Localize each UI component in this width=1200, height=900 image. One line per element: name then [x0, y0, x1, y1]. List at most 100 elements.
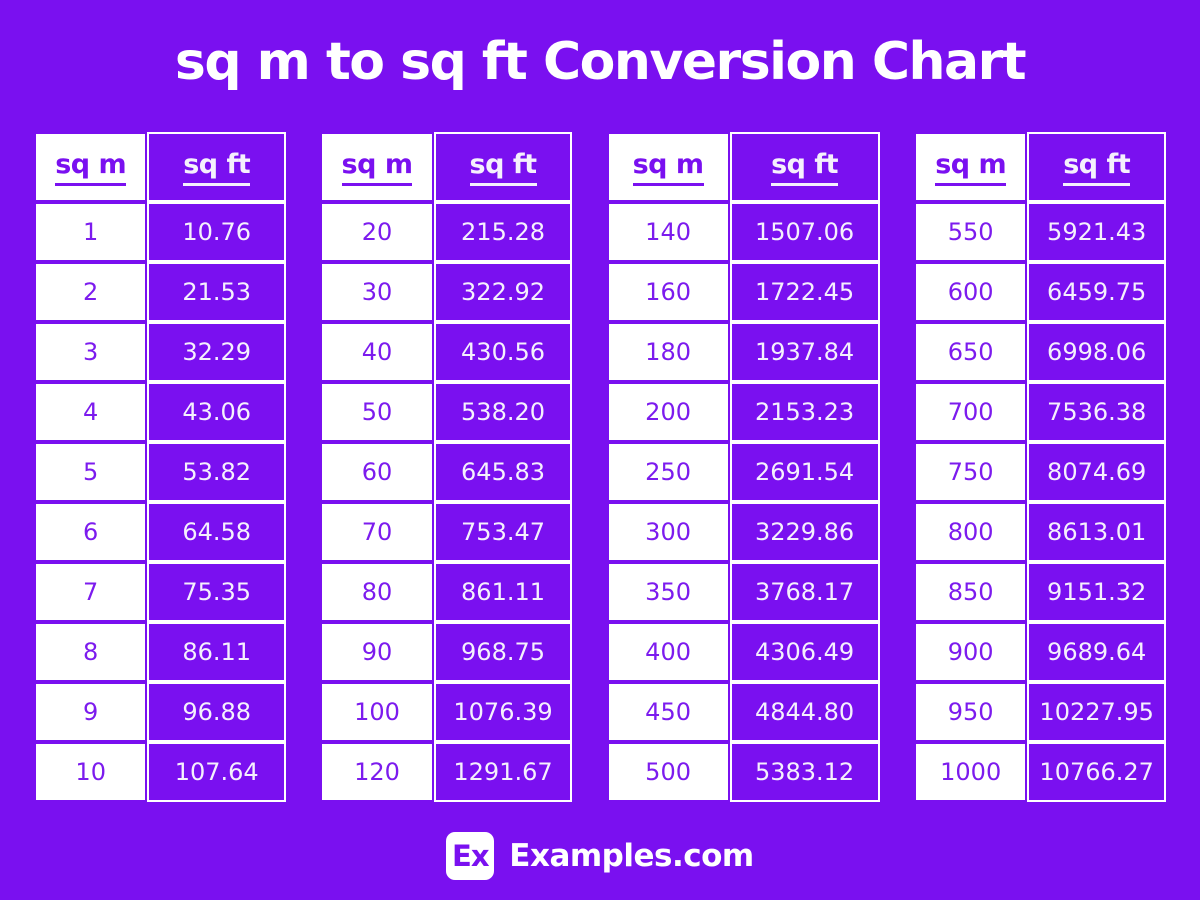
- sq-ft-value-cell: 107.64: [147, 742, 286, 802]
- sq-ft-value-cell: 5921.43: [1027, 202, 1166, 262]
- sq-m-value-cell: 650: [913, 322, 1028, 382]
- table-row: 3 32.29: [34, 322, 286, 382]
- sq-ft-value-cell: 6998.06: [1027, 322, 1166, 382]
- sq-ft-value-cell: 53.82: [147, 442, 286, 502]
- table-row: 350 3768.17: [606, 562, 880, 622]
- table-row: 1000 10766.27: [913, 742, 1166, 802]
- header-sq-m: sq m: [913, 132, 1028, 202]
- sq-m-value-cell: 100: [320, 682, 434, 742]
- table-row: 950 10227.95: [913, 682, 1166, 742]
- table-row: 40 430.56: [320, 322, 573, 382]
- header-label: sq m: [341, 149, 413, 186]
- sq-ft-value-cell: 21.53: [147, 262, 286, 322]
- sq-m-value-cell: 750: [913, 442, 1028, 502]
- sq-ft-value-cell: 4306.49: [729, 622, 880, 682]
- conversion-table-2: sq m sq ft 20 215.28 30 322.92 40 430.56 50 538.2…: [320, 132, 573, 802]
- sq-m-value-cell: 850: [913, 562, 1028, 622]
- sq-ft-value-cell: 322.92: [433, 262, 573, 322]
- table-row: 9 96.88: [34, 682, 286, 742]
- table-row: 100 1076.39: [320, 682, 573, 742]
- sq-m-value-cell: 950: [913, 682, 1028, 742]
- sq-ft-value-cell: 7536.38: [1027, 382, 1166, 442]
- sq-m-value-cell: 9: [34, 682, 148, 742]
- table-row: 850 9151.32: [913, 562, 1166, 622]
- sq-m-value-cell: 3: [34, 322, 148, 382]
- sq-ft-value-cell: 2691.54: [729, 442, 880, 502]
- sq-m-value-cell: 300: [606, 502, 730, 562]
- table-row: 60 645.83: [320, 442, 573, 502]
- table-row: 5 53.82: [34, 442, 286, 502]
- table-row: 50 538.20: [320, 382, 573, 442]
- sq-m-value-cell: 6: [34, 502, 148, 562]
- sq-m-value-cell: 60: [320, 442, 434, 502]
- sq-m-value-cell: 80: [320, 562, 434, 622]
- sq-ft-value-cell: 5383.12: [729, 742, 880, 802]
- sq-ft-value-cell: 86.11: [147, 622, 286, 682]
- header-sq-m: sq m: [34, 132, 148, 202]
- sq-ft-value-cell: 3229.86: [729, 502, 880, 562]
- sq-ft-value-cell: 753.47: [433, 502, 573, 562]
- examples-logo-icon: Ex: [446, 832, 495, 880]
- sq-m-value-cell: 1000: [913, 742, 1028, 802]
- header-label: sq ft: [469, 149, 537, 186]
- table-row: 20 215.28: [320, 202, 573, 262]
- header-label: sq ft: [183, 149, 251, 186]
- table-row: 160 1722.45: [606, 262, 880, 322]
- sq-ft-value-cell: 6459.75: [1027, 262, 1166, 322]
- table-row: 600 6459.75: [913, 262, 1166, 322]
- sq-ft-value-cell: 10766.27: [1027, 742, 1166, 802]
- header-label: sq m: [935, 149, 1007, 186]
- sq-ft-value-cell: 1291.67: [433, 742, 573, 802]
- table-row: 800 8613.01: [913, 502, 1166, 562]
- sq-ft-value-cell: 3768.17: [729, 562, 880, 622]
- table-row: 30 322.92: [320, 262, 573, 322]
- logo-text: Ex: [452, 839, 490, 873]
- table-row: 120 1291.67: [320, 742, 573, 802]
- table-row: 70 753.47: [320, 502, 573, 562]
- table-row: 90 968.75: [320, 622, 573, 682]
- sq-m-value-cell: 180: [606, 322, 730, 382]
- table-row: 200 2153.23: [606, 382, 880, 442]
- sq-m-value-cell: 550: [913, 202, 1028, 262]
- table-row: 80 861.11: [320, 562, 573, 622]
- table-row: 250 2691.54: [606, 442, 880, 502]
- table-row: 700 7536.38: [913, 382, 1166, 442]
- sq-m-value-cell: 500: [606, 742, 730, 802]
- sq-ft-value-cell: 861.11: [433, 562, 573, 622]
- table-row: 550 5921.43: [913, 202, 1166, 262]
- table-row: 650 6998.06: [913, 322, 1166, 382]
- sq-ft-value-cell: 968.75: [433, 622, 573, 682]
- sq-m-value-cell: 5: [34, 442, 148, 502]
- header-sq-ft: sq ft: [729, 132, 880, 202]
- table-row: 300 3229.86: [606, 502, 880, 562]
- header-label: sq m: [632, 149, 704, 186]
- table-row: 180 1937.84: [606, 322, 880, 382]
- sq-m-value-cell: 50: [320, 382, 434, 442]
- sq-m-value-cell: 350: [606, 562, 730, 622]
- table-row: 1 10.76: [34, 202, 286, 262]
- sq-m-value-cell: 7: [34, 562, 148, 622]
- conversion-table-4: sq m sq ft 550 5921.43 600 6459.75 650 6998.06 7…: [913, 132, 1166, 802]
- sq-m-value-cell: 30: [320, 262, 434, 322]
- sq-m-value-cell: 10: [34, 742, 148, 802]
- sq-ft-value-cell: 1076.39: [433, 682, 573, 742]
- table-row: 900 9689.64: [913, 622, 1166, 682]
- conversion-table-3: sq m sq ft 140 1507.06 160 1722.45 180 1937.84 2…: [606, 132, 880, 802]
- table-row: 450 4844.80: [606, 682, 880, 742]
- sq-ft-value-cell: 32.29: [147, 322, 286, 382]
- sq-ft-value-cell: 64.58: [147, 502, 286, 562]
- sq-m-value-cell: 200: [606, 382, 730, 442]
- sq-m-value-cell: 4: [34, 382, 148, 442]
- sq-m-value-cell: 800: [913, 502, 1028, 562]
- sq-m-value-cell: 8: [34, 622, 148, 682]
- sq-m-value-cell: 600: [913, 262, 1028, 322]
- header-row: sq m sq ft: [34, 132, 286, 202]
- sq-m-value-cell: 120: [320, 742, 434, 802]
- sq-ft-value-cell: 43.06: [147, 382, 286, 442]
- sq-ft-value-cell: 2153.23: [729, 382, 880, 442]
- footer-brand: Ex Examples.com: [0, 832, 1200, 880]
- table-row: 8 86.11: [34, 622, 286, 682]
- sq-ft-value-cell: 9689.64: [1027, 622, 1166, 682]
- sq-ft-value-cell: 1507.06: [729, 202, 880, 262]
